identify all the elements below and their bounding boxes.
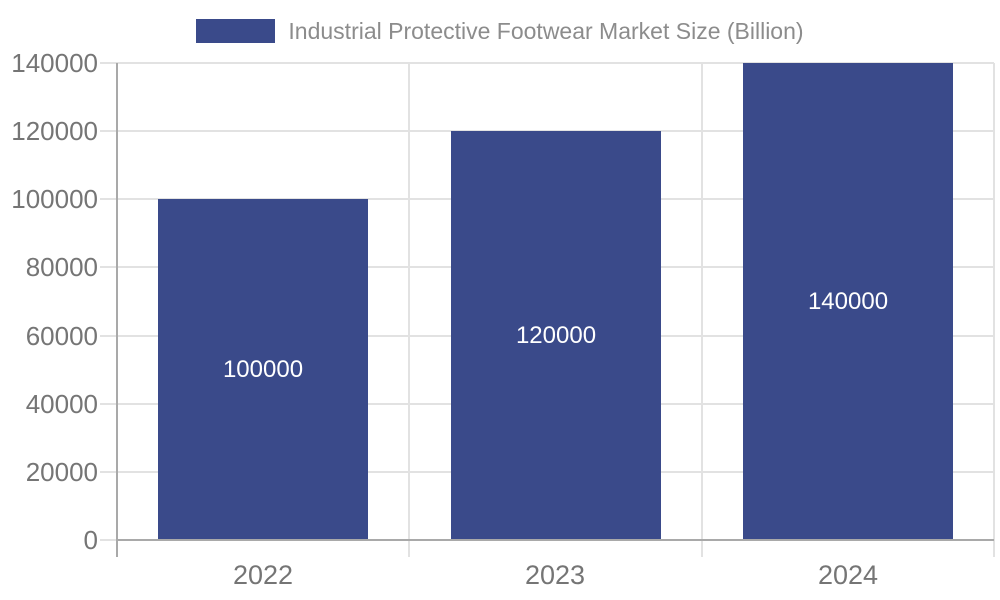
y-axis-tick-label: 140000 [11,48,98,78]
y-axis-tick [100,402,117,405]
y-axis-tick [100,130,117,133]
legend-swatch-icon [196,19,276,43]
x-axis-line [117,539,994,541]
plot-right-border [993,63,995,557]
bar-value-label: 100000 [222,356,304,383]
y-axis-tick [100,470,117,473]
y-axis-tick-label: 100000 [11,184,98,214]
y-axis-tick [100,62,117,64]
y-axis-tick-label: 0 [83,525,98,555]
x-gridline [701,63,703,557]
y-axis-tick-label: 80000 [25,252,98,282]
y-axis-tick-label: 20000 [25,457,98,487]
y-axis-tick [100,266,117,269]
y-axis-tick-label: 60000 [25,321,98,351]
y-gridline [117,62,994,64]
chart-legend[interactable]: Industrial Protective Footwear Market Si… [0,18,1000,44]
y-axis-line [116,63,118,557]
y-axis-tick [100,334,117,337]
bar-value-label: 120000 [515,322,597,349]
bar-2022[interactable] [158,199,368,540]
y-axis-tick-label: 120000 [11,116,98,146]
bar-value-label: 140000 [807,288,889,315]
legend-label: Industrial Protective Footwear Market Si… [288,18,804,44]
y-axis-tick-label: 40000 [25,389,98,419]
x-axis-tick-label: 2023 [524,560,586,590]
x-gridline [408,63,410,557]
bar-2024[interactable] [743,63,953,540]
y-axis-tick [100,198,117,201]
y-axis-tick [100,539,117,541]
x-axis-tick-label: 2022 [232,560,294,590]
x-axis-tick-label: 2024 [817,560,879,590]
bar-2023[interactable] [451,131,661,540]
